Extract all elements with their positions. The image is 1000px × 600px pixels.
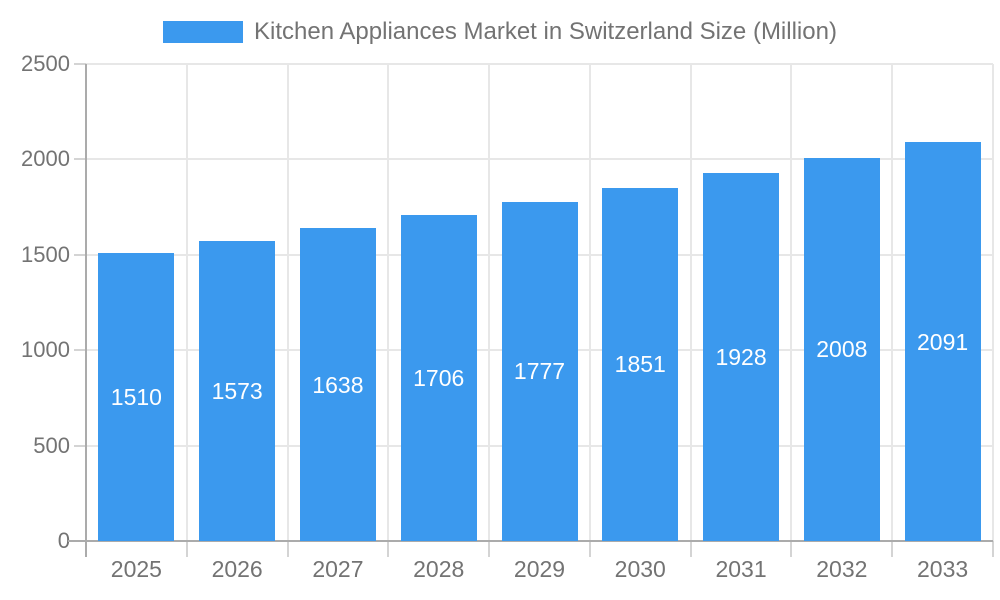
gridline-vertical	[387, 64, 390, 541]
bar-value-label: 1573	[211, 377, 263, 404]
x-tick-label: 2030	[614, 556, 666, 582]
bar-value-label: 1706	[413, 365, 465, 392]
gridline-vertical	[689, 64, 692, 541]
x-tick-label: 2032	[816, 556, 868, 582]
x-tick-label: 2027	[312, 556, 364, 582]
x-axis-tick	[689, 541, 692, 557]
bar-2031[interactable]	[703, 173, 780, 541]
gridline-horizontal	[86, 158, 993, 161]
gridline-vertical	[891, 64, 894, 541]
y-axis-tick	[74, 349, 86, 352]
x-axis-tick	[387, 541, 390, 557]
bar-2030[interactable]	[602, 187, 679, 541]
x-tick-label: 2026	[211, 556, 263, 582]
bar-2027[interactable]	[299, 228, 376, 541]
bar-2029[interactable]	[501, 201, 578, 541]
gridline-vertical	[790, 64, 793, 541]
x-axis-tick	[992, 541, 994, 557]
y-tick-label: 0	[57, 528, 70, 553]
bar-2025[interactable]	[98, 252, 175, 541]
x-axis-tick	[286, 541, 289, 557]
bar-2028[interactable]	[400, 215, 477, 541]
gridline-vertical	[286, 64, 289, 541]
gridline-vertical	[588, 64, 591, 541]
bar-value-label: 2091	[917, 328, 969, 355]
x-tick-label: 2033	[917, 556, 969, 582]
y-axis-tick	[74, 444, 86, 447]
bar-value-label: 1777	[513, 358, 566, 385]
bar-2033[interactable]	[904, 142, 981, 541]
gridline-horizontal	[86, 63, 993, 65]
y-axis-tick	[74, 158, 86, 161]
y-tick-label: 1500	[21, 241, 70, 267]
y-axis-tick	[74, 63, 86, 65]
legend[interactable]: Kitchen Appliances Market in Switzerland…	[0, 18, 1000, 45]
x-axis-tick	[488, 541, 491, 557]
bar-value-label: 1510	[110, 383, 162, 410]
x-axis-tick	[588, 541, 591, 557]
x-axis-tick	[185, 541, 188, 557]
gridline-vertical	[185, 64, 188, 541]
bar-value-label: 1928	[715, 344, 767, 371]
y-tick-label: 2500	[21, 51, 70, 76]
y-axis-tick	[74, 253, 86, 256]
x-axis-line	[68, 540, 993, 542]
legend-swatch	[163, 21, 244, 43]
bar-value-label: 2008	[816, 336, 868, 363]
x-axis-tick	[891, 541, 894, 557]
x-tick-label: 2029	[513, 556, 566, 582]
y-tick-label: 2000	[21, 146, 70, 172]
y-tick-label: 1000	[21, 337, 70, 363]
x-tick-label: 2028	[413, 556, 465, 582]
x-tick-label: 2025	[110, 556, 162, 582]
x-tick-label: 2031	[715, 556, 767, 582]
bar-value-label: 1638	[312, 371, 364, 398]
gridline-vertical	[992, 64, 994, 541]
x-axis-tick	[790, 541, 793, 557]
legend-label: Kitchen Appliances Market in Switzerland…	[254, 18, 837, 45]
bar-2032[interactable]	[803, 157, 880, 541]
gridline-vertical	[488, 64, 491, 541]
bar-2026[interactable]	[199, 240, 276, 541]
bar-value-label: 1851	[614, 351, 666, 378]
y-axis-line	[85, 64, 87, 557]
y-tick-label: 500	[33, 432, 70, 458]
